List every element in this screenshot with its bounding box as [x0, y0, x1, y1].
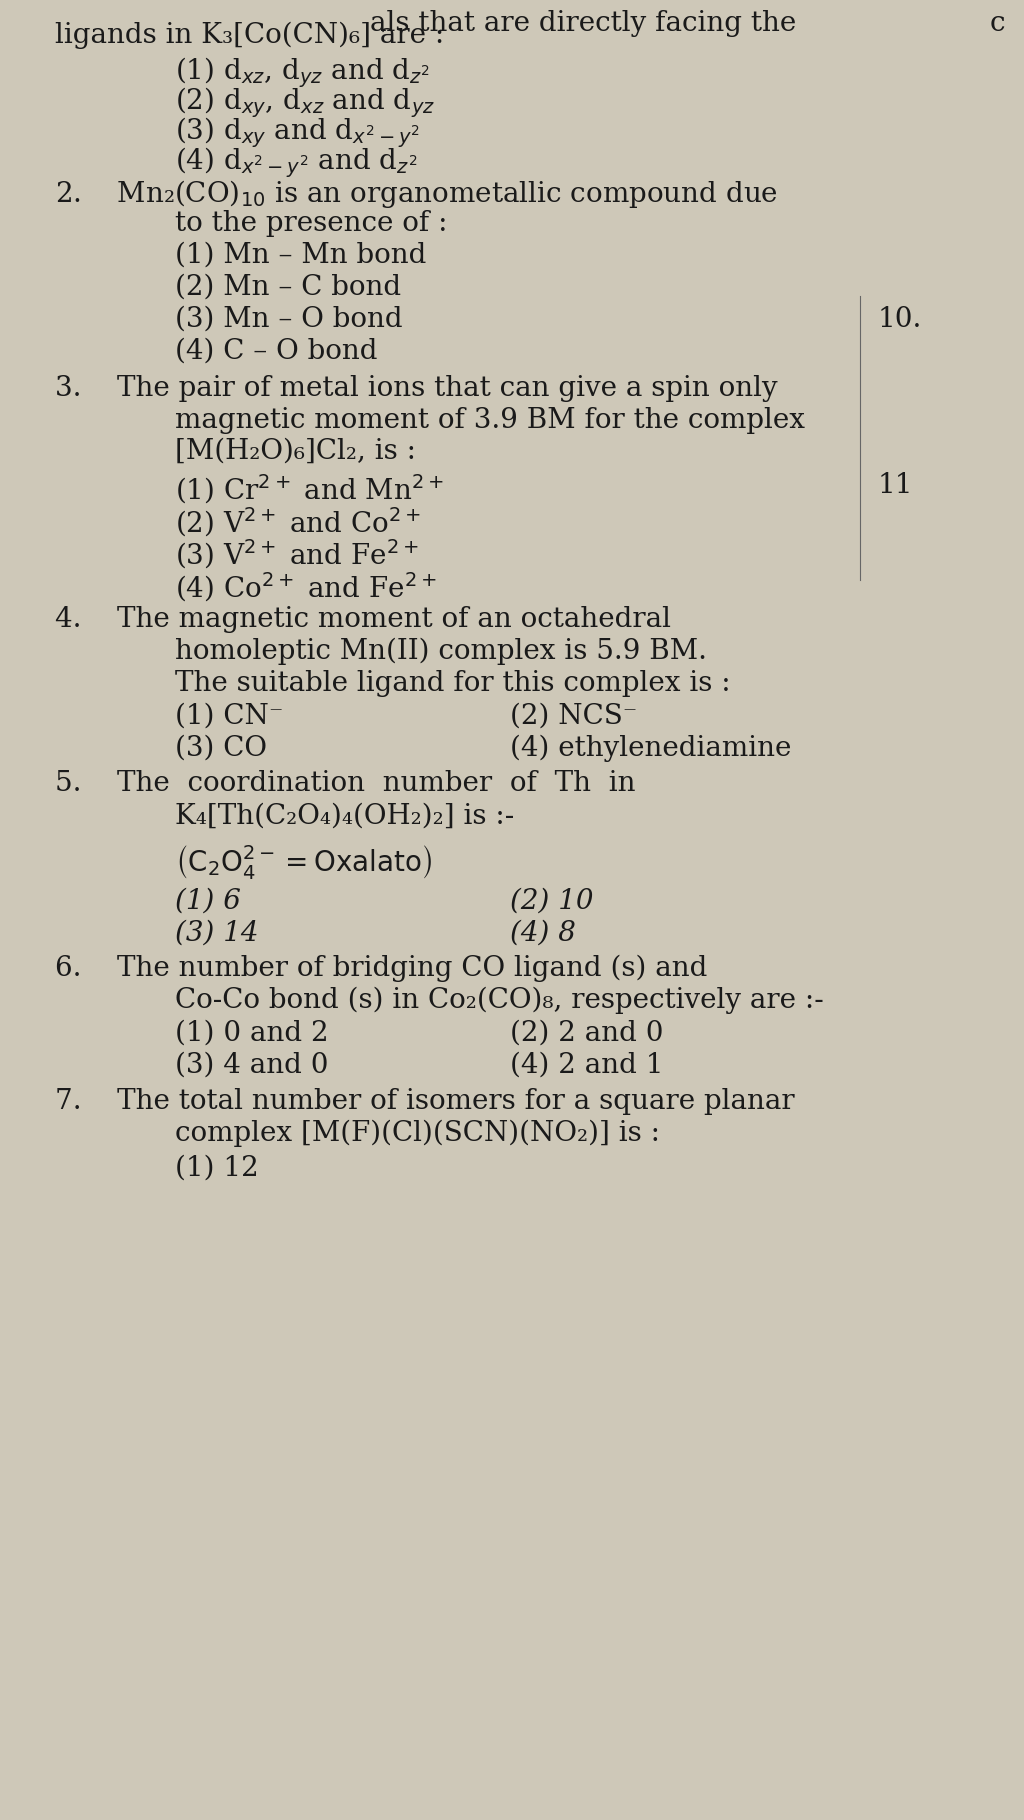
Text: complex [M(F)(Cl)(SCN)(NO₂)] is :: complex [M(F)(Cl)(SCN)(NO₂)] is :	[175, 1119, 660, 1147]
Text: (2) 10: (2) 10	[510, 888, 594, 915]
Text: (2) d$_{xy}$, d$_{xz}$ and d$_{yz}$: (2) d$_{xy}$, d$_{xz}$ and d$_{yz}$	[175, 86, 435, 120]
Text: (3) 14: (3) 14	[175, 919, 258, 946]
Text: 10.: 10.	[878, 306, 923, 333]
Text: (2) NCS⁻: (2) NCS⁻	[510, 703, 637, 730]
Text: als that are directly facing the: als that are directly facing the	[370, 9, 797, 36]
Text: (1) 12: (1) 12	[175, 1156, 259, 1181]
Text: $\left(\mathrm{C_2O_4^{2-}=Oxalato}\right)$: $\left(\mathrm{C_2O_4^{2-}=Oxalato}\righ…	[175, 843, 432, 881]
Text: [M(H₂O)₆]Cl₂, is :: [M(H₂O)₆]Cl₂, is :	[175, 439, 416, 464]
Text: c: c	[990, 9, 1006, 36]
Text: (2) V$^{2+}$ and Co$^{2+}$: (2) V$^{2+}$ and Co$^{2+}$	[175, 504, 421, 539]
Text: 6.    The number of bridging CO ligand (s) and: 6. The number of bridging CO ligand (s) …	[55, 956, 708, 983]
Text: 2.    Mn₂(CO)$_{10}$ is an organometallic compound due: 2. Mn₂(CO)$_{10}$ is an organometallic c…	[55, 178, 778, 209]
Text: (1) 6: (1) 6	[175, 888, 241, 915]
Text: magnetic moment of 3.9 BM for the complex: magnetic moment of 3.9 BM for the comple…	[175, 408, 805, 433]
Text: (4) 8: (4) 8	[510, 919, 575, 946]
Text: (1) Cr$^{2+}$ and Mn$^{2+}$: (1) Cr$^{2+}$ and Mn$^{2+}$	[175, 471, 443, 506]
Text: (4) 2 and 1: (4) 2 and 1	[510, 1052, 664, 1079]
Text: (1) Mn – Mn bond: (1) Mn – Mn bond	[175, 242, 426, 269]
Text: ligands in K₃[Co(CN)₆] are :: ligands in K₃[Co(CN)₆] are :	[55, 22, 444, 49]
Text: (4) Co$^{2+}$ and Fe$^{2+}$: (4) Co$^{2+}$ and Fe$^{2+}$	[175, 570, 436, 604]
Text: (2) 2 and 0: (2) 2 and 0	[510, 1019, 664, 1046]
Text: 4.    The magnetic moment of an octahedral: 4. The magnetic moment of an octahedral	[55, 606, 671, 633]
Text: (3) d$_{xy}$ and d$_{x^2-y^2}$: (3) d$_{xy}$ and d$_{x^2-y^2}$	[175, 115, 420, 149]
Text: 3.    The pair of metal ions that can give a spin only: 3. The pair of metal ions that can give …	[55, 375, 777, 402]
Text: (1) CN⁻: (1) CN⁻	[175, 703, 284, 730]
Text: Co-Co bond (s) in Co₂(CO)₈, respectively are :-: Co-Co bond (s) in Co₂(CO)₈, respectively…	[175, 986, 823, 1014]
Text: (3) V$^{2+}$ and Fe$^{2+}$: (3) V$^{2+}$ and Fe$^{2+}$	[175, 537, 419, 571]
Text: (4) d$_{x^2-y^2}$ and d$_{z^2}$: (4) d$_{x^2-y^2}$ and d$_{z^2}$	[175, 146, 418, 180]
Text: (3) CO: (3) CO	[175, 735, 267, 763]
Text: K₄[Th(C₂O₄)₄(OH₂)₂] is :-: K₄[Th(C₂O₄)₄(OH₂)₂] is :-	[175, 803, 514, 830]
Text: to the presence of :: to the presence of :	[175, 209, 447, 237]
Text: (1) 0 and 2: (1) 0 and 2	[175, 1019, 329, 1046]
Text: (3) 4 and 0: (3) 4 and 0	[175, 1052, 329, 1079]
Text: homoleptic Mn(II) complex is 5.9 BM.: homoleptic Mn(II) complex is 5.9 BM.	[175, 639, 707, 666]
Text: 5.    The  coordination  number  of  Th  in: 5. The coordination number of Th in	[55, 770, 636, 797]
Text: (4) ethylenediamine: (4) ethylenediamine	[510, 735, 792, 763]
Text: (2) Mn – C bond: (2) Mn – C bond	[175, 275, 401, 300]
Text: (4) C – O bond: (4) C – O bond	[175, 339, 378, 366]
Text: The suitable ligand for this complex is :: The suitable ligand for this complex is …	[175, 670, 731, 697]
Text: (3) Mn – O bond: (3) Mn – O bond	[175, 306, 402, 333]
Text: 11: 11	[878, 471, 913, 499]
Text: 7.    The total number of isomers for a square planar: 7. The total number of isomers for a squ…	[55, 1088, 795, 1116]
Text: (1) d$_{xz}$, d$_{yz}$ and d$_{z^2}$: (1) d$_{xz}$, d$_{yz}$ and d$_{z^2}$	[175, 55, 430, 89]
